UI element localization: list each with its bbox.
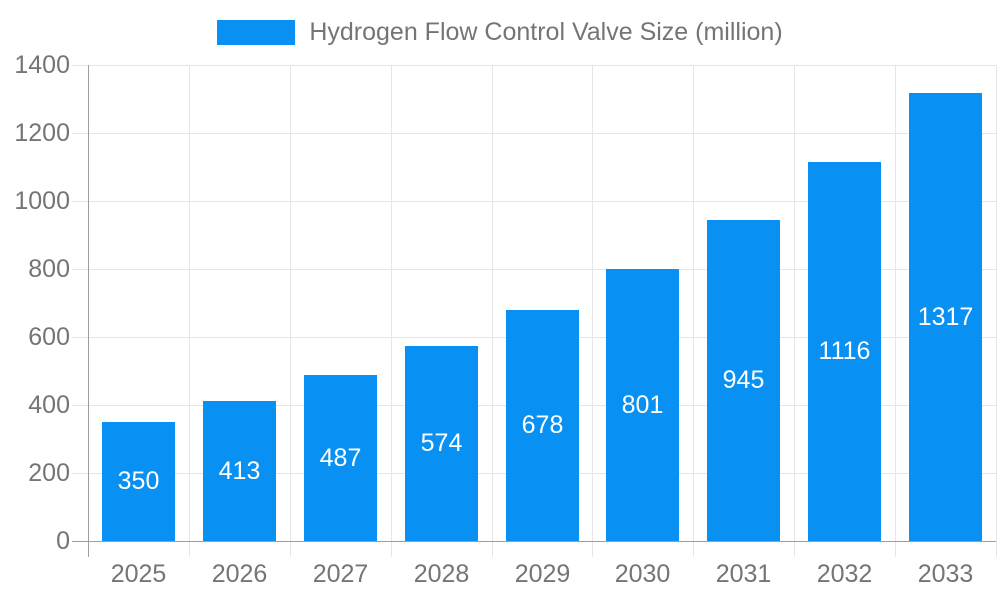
gridline-horizontal <box>72 65 996 66</box>
gridline-vertical <box>492 65 493 557</box>
y-tick-label: 800 <box>28 255 70 283</box>
legend-item[interactable]: Hydrogen Flow Control Valve Size (millio… <box>0 19 1000 45</box>
bar-2032[interactable]: 1116 <box>808 162 881 541</box>
bar-2029[interactable]: 678 <box>506 310 579 541</box>
bar-value-label: 945 <box>722 366 765 394</box>
x-tick-label: 2026 <box>211 560 268 588</box>
gridline-vertical <box>391 65 392 557</box>
gridline-vertical <box>693 65 694 557</box>
gridline-vertical <box>189 65 190 557</box>
bar-value-label: 1317 <box>917 302 974 331</box>
bar-value-label: 574 <box>420 429 463 457</box>
bar-value-label: 350 <box>117 467 160 495</box>
x-tick-label: 2032 <box>816 560 873 588</box>
bar-value-label: 678 <box>521 411 564 439</box>
gridline-vertical <box>290 65 291 557</box>
bar-value-label: 413 <box>218 456 261 485</box>
y-tick-label: 1000 <box>14 187 70 215</box>
bar-2033[interactable]: 1317 <box>909 93 982 541</box>
y-tick-label: 1400 <box>14 51 70 79</box>
bar-2026[interactable]: 413 <box>203 401 276 541</box>
x-tick-label: 2031 <box>715 560 772 588</box>
bar-2025[interactable]: 350 <box>102 422 175 541</box>
y-tick-label: 600 <box>28 323 70 351</box>
bar-value-label: 1116 <box>818 337 871 365</box>
bar-2030[interactable]: 801 <box>606 269 679 541</box>
legend-swatch <box>217 19 296 45</box>
gridline-vertical <box>996 65 997 557</box>
x-tick-label: 2033 <box>917 560 974 588</box>
bar-value-label: 487 <box>319 443 362 472</box>
gridline-vertical <box>895 65 896 557</box>
gridline-horizontal <box>72 269 996 270</box>
x-axis-line <box>72 541 996 542</box>
y-tick-label: 400 <box>28 391 70 419</box>
x-tick-label: 2028 <box>413 560 470 588</box>
gridline-vertical <box>592 65 593 557</box>
y-tick-label: 0 <box>56 527 70 555</box>
bar-2027[interactable]: 487 <box>304 375 377 541</box>
legend-label: Hydrogen Flow Control Valve Size (millio… <box>309 18 783 46</box>
y-tick-label: 200 <box>28 459 70 487</box>
x-tick-label: 2027 <box>312 560 369 588</box>
gridline-horizontal <box>72 201 996 202</box>
x-tick-label: 2025 <box>110 560 167 588</box>
bar-2031[interactable]: 945 <box>707 220 780 541</box>
x-tick-label: 2029 <box>514 560 571 588</box>
gridline-horizontal <box>72 133 996 134</box>
x-tick-label: 2030 <box>614 560 671 588</box>
gridline-vertical <box>794 65 795 557</box>
y-tick-label: 1200 <box>14 119 70 147</box>
y-axis-line <box>88 65 89 557</box>
bar-2028[interactable]: 574 <box>405 346 478 541</box>
bar-value-label: 801 <box>621 390 664 419</box>
